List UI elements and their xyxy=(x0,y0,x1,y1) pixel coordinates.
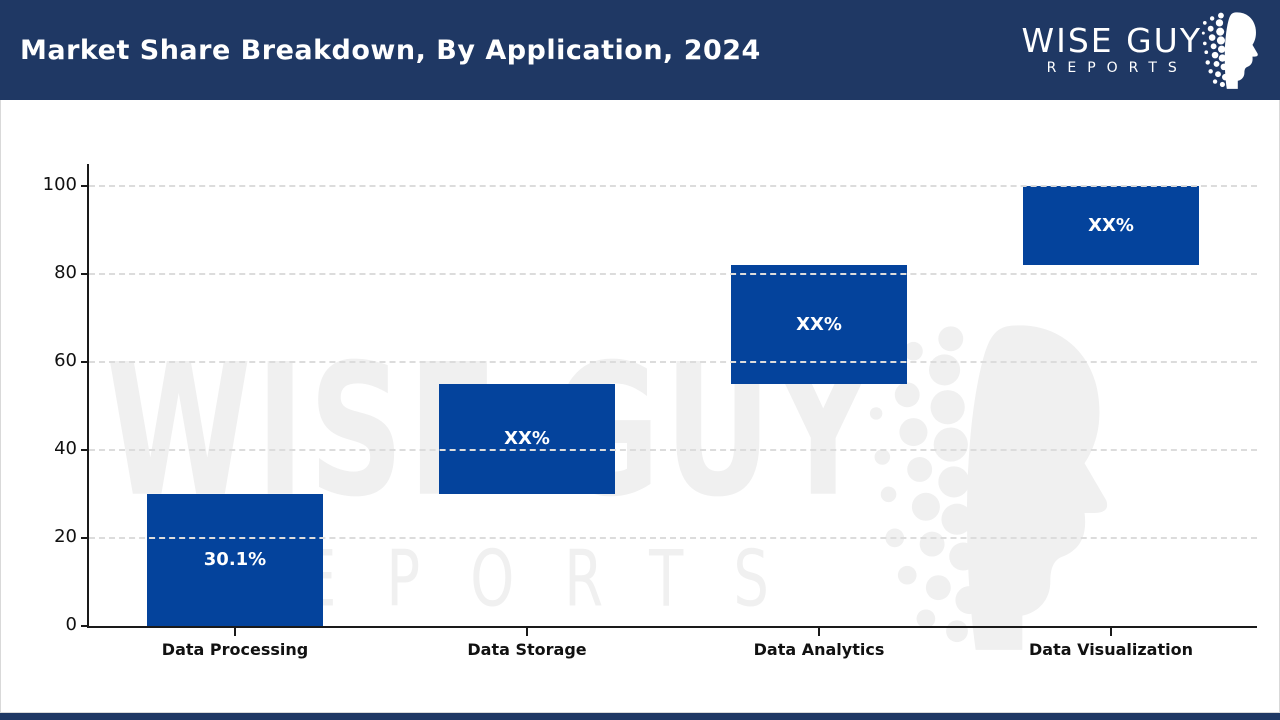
y-tick-label: 0 xyxy=(65,614,77,635)
bar-value-label: XX% xyxy=(504,428,550,450)
bar-value-label: 30.1% xyxy=(203,549,267,571)
y-tick-label: 100 xyxy=(42,174,77,195)
y-tick-mark xyxy=(81,185,89,187)
y-tick-label: 60 xyxy=(54,350,77,371)
bar-value-label: XX% xyxy=(1088,215,1134,237)
y-tick-mark xyxy=(81,625,89,627)
bar-segment xyxy=(147,493,323,626)
footer-bar xyxy=(0,713,1280,720)
x-axis xyxy=(87,626,1257,628)
y-tick-label: 20 xyxy=(54,526,77,547)
x-tick-mark xyxy=(1110,628,1112,636)
y-tick-mark xyxy=(81,361,89,363)
x-category-label: Data Processing xyxy=(161,640,309,659)
y-tick-label: 80 xyxy=(54,262,77,283)
x-tick-mark xyxy=(234,628,236,636)
brand-name: WISE GUY xyxy=(1021,20,1202,60)
x-category-label: Data Storage xyxy=(467,640,587,659)
brand-logo: WISE GUY REPORTS xyxy=(1021,9,1262,91)
bar-segment xyxy=(439,384,615,494)
page-title: Market Share Breakdown, By Application, … xyxy=(20,34,761,66)
bar-segment xyxy=(1023,186,1199,266)
y-tick-mark xyxy=(81,449,89,451)
x-category-label: Data Visualization xyxy=(1029,640,1193,659)
header-bar: Market Share Breakdown, By Application, … xyxy=(0,0,1280,100)
x-tick-mark xyxy=(526,628,528,636)
x-tick-mark xyxy=(818,628,820,636)
y-axis xyxy=(87,164,89,628)
brand-subtitle: REPORTS xyxy=(1046,60,1188,77)
watermark: WISE GUY REPORTS xyxy=(106,260,1206,700)
gridline xyxy=(89,449,1257,451)
x-category-label: Data Analytics xyxy=(753,640,885,659)
gridline xyxy=(89,537,1257,539)
dotted-face-icon xyxy=(1201,12,1258,89)
gridline xyxy=(89,273,1257,275)
y-tick-label: 40 xyxy=(54,438,77,459)
chart-figure: WISE GUY REPORTS 0 20 40 60 80 100 30.1% Data P… xyxy=(0,100,1280,713)
y-tick-mark xyxy=(81,537,89,539)
gridline xyxy=(89,185,1257,187)
y-tick-mark xyxy=(81,273,89,275)
bar-value-label: XX% xyxy=(796,314,842,336)
brand-wordmark: WISE GUY REPORTS xyxy=(1021,20,1202,77)
gridline xyxy=(89,361,1257,363)
